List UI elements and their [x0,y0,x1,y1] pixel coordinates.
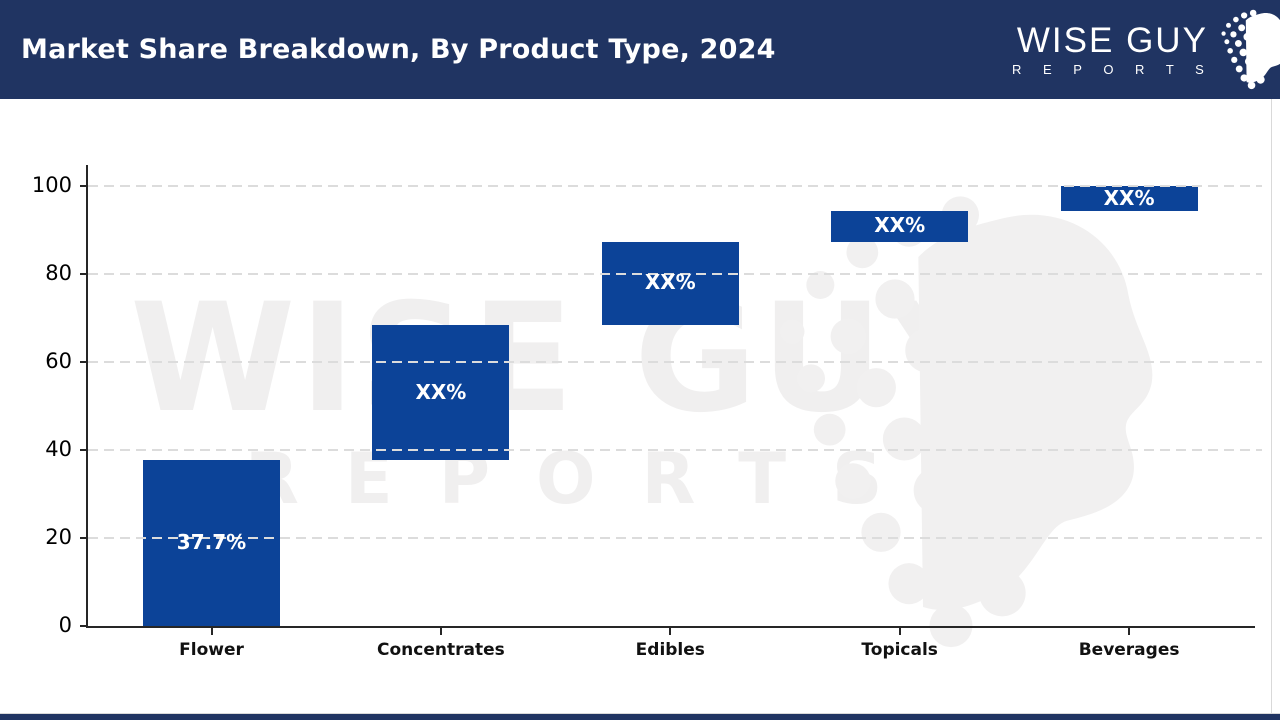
x-tick-mark-flower [210,627,213,635]
gridline-y40 [88,449,1262,451]
watermark-brand-text: WISE GUY [130,272,1000,446]
brand-logo-text: WISE GUY R E P O R T S [1012,21,1213,78]
x-tick-label-concentrates: Concentrates [377,640,505,660]
dotted-face-profile-icon [1221,9,1280,90]
gridline-y80 [88,273,1262,275]
y-tick-mark-80 [80,273,88,275]
x-tick-mark-concentrates [439,627,442,635]
y-tick-mark-60 [80,361,88,363]
bar-label-beverages: XX% [1103,185,1155,210]
y-tick-mark-100 [80,185,88,187]
x-tick-mark-topicals [898,627,901,635]
brand-name: WISE GUY [1016,21,1208,60]
bar-concentrates [372,325,510,461]
bar-beverages [1060,186,1198,212]
gridline-y100 [88,185,1262,187]
watermark-face-icon [780,196,1153,648]
y-tick-label-0: 0 [58,613,72,637]
figure-right-border [1271,99,1272,713]
x-axis-line [86,626,1255,628]
x-tick-label-flower: Flower [179,640,244,660]
bar-label-concentrates: XX% [415,379,467,404]
x-tick-mark-beverages [1128,627,1131,635]
x-tick-label-topicals: Topicals [861,640,938,660]
gridline-y60 [88,361,1262,363]
bar-edibles [601,241,739,326]
page-title: Market Share Breakdown, By Product Type,… [21,34,776,65]
brand-logo: WISE GUY R E P O R T S [1012,8,1280,92]
x-tick-mark-edibles [669,627,672,635]
x-tick-label-edibles: Edibles [635,640,705,660]
bar-flower [143,460,280,626]
brand-subname: R E P O R T S [1012,62,1213,77]
y-tick-label-40: 40 [45,437,72,461]
watermark-subtext: REPORTS [245,438,929,520]
y-tick-label-80: 80 [45,261,72,285]
gridline-y20 [88,537,1262,539]
bar-topicals [831,211,969,242]
y-tick-mark-40 [80,449,88,451]
footer-band [0,713,1280,720]
bar-label-edibles: XX% [644,270,696,295]
y-tick-mark-0 [80,625,88,627]
y-tick-mark-20 [80,537,88,539]
y-tick-label-20: 20 [45,525,72,549]
x-tick-label-beverages: Beverages [1078,640,1180,660]
y-tick-label-100: 100 [31,173,72,197]
header-band: Market Share Breakdown, By Product Type,… [0,0,1280,99]
y-axis-line [86,165,88,628]
bar-label-flower: 37.7% [176,530,247,555]
bar-label-topicals: XX% [874,213,926,238]
y-tick-label-60: 60 [45,349,72,373]
